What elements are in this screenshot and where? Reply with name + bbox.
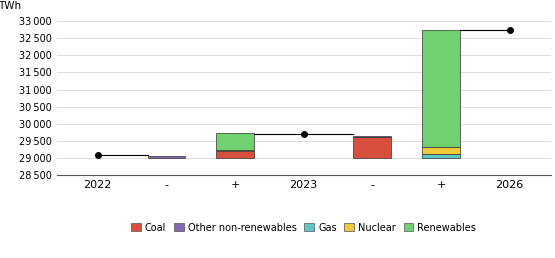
Bar [354,137,391,158]
Bar [216,151,254,158]
Bar [354,136,391,137]
Bar [422,30,460,148]
Bar [148,156,185,158]
Bar [422,148,460,154]
Legend: Coal, Other non-renewables, Gas, Nuclear, Renewables: Coal, Other non-renewables, Gas, Nuclear… [128,219,480,237]
Bar [216,133,254,150]
Bar [216,150,254,151]
Bar [422,154,460,158]
Y-axis label: TWh: TWh [0,1,21,11]
